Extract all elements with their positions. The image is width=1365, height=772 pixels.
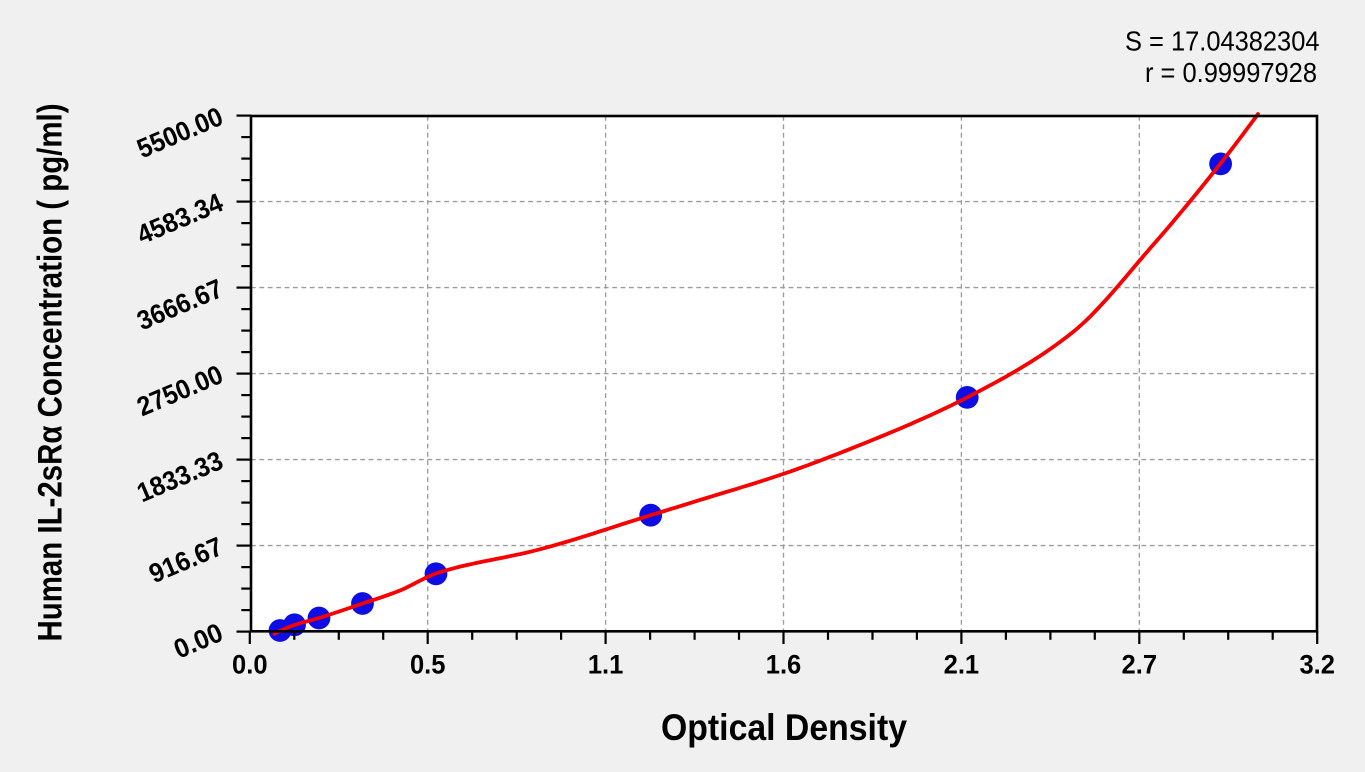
svg-text:3666.67: 3666.67: [133, 273, 228, 336]
svg-text:r = 0.99997928: r = 0.99997928: [1145, 57, 1317, 88]
svg-text:0.5: 0.5: [410, 650, 446, 680]
svg-text:3.2: 3.2: [1299, 650, 1335, 680]
svg-text:2.1: 2.1: [944, 650, 980, 680]
svg-text:1.6: 1.6: [766, 650, 802, 680]
svg-text:2.7: 2.7: [1122, 650, 1158, 680]
svg-text:1833.33: 1833.33: [133, 445, 228, 508]
svg-text:2750.00: 2750.00: [133, 359, 228, 422]
svg-text:Optical Density: Optical Density: [661, 707, 907, 748]
svg-text:4583.34: 4583.34: [133, 187, 228, 250]
svg-text:1.1: 1.1: [588, 650, 624, 680]
svg-text:5500.00: 5500.00: [133, 101, 228, 164]
svg-text:916.67: 916.67: [145, 531, 228, 589]
svg-text:0.0: 0.0: [232, 650, 268, 680]
svg-text:Human IL-2sRα Concentration (: Human IL-2sRα Concentration ( pg/ml): [32, 104, 70, 642]
svg-text:0.00: 0.00: [169, 617, 227, 664]
svg-text:S = 17.04382304: S = 17.04382304: [1125, 26, 1320, 57]
